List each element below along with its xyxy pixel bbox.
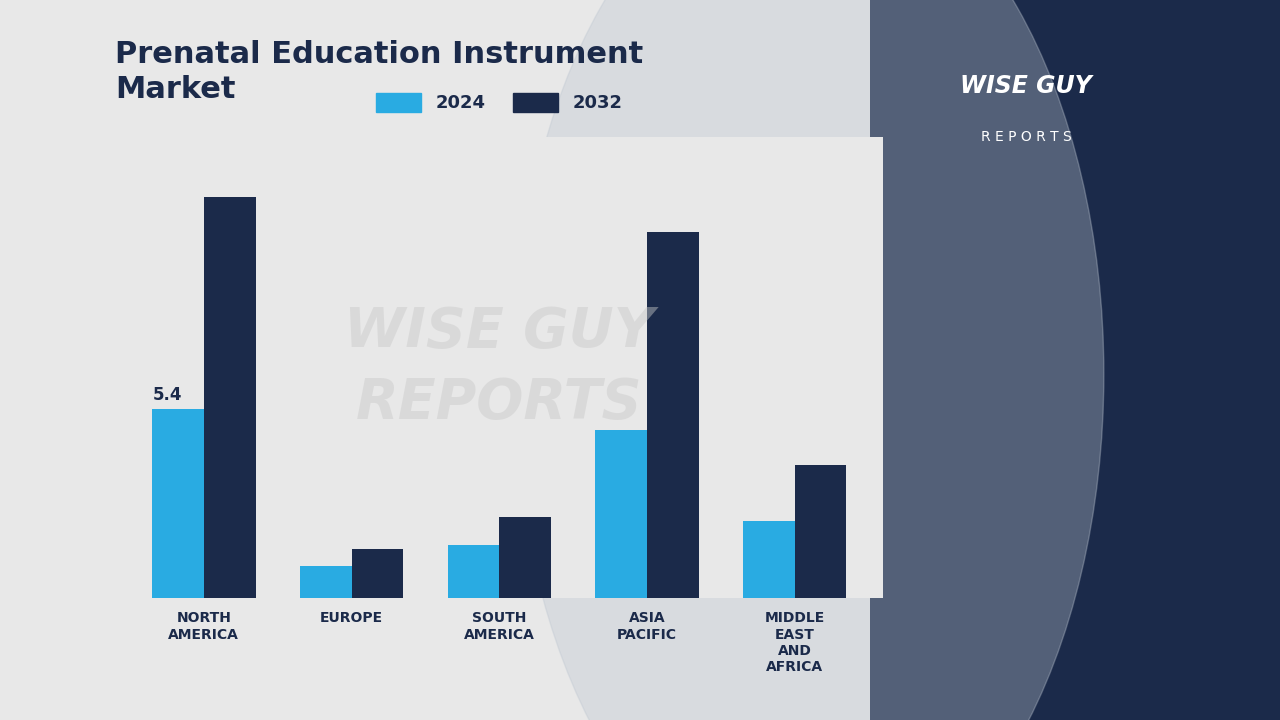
Bar [795, 465, 846, 598]
Bar [595, 431, 646, 598]
Bar [204, 197, 256, 598]
Legend: 2024, 2032: 2024, 2032 [369, 86, 630, 120]
Text: WISE GUY: WISE GUY [960, 74, 1092, 99]
Bar [152, 410, 204, 598]
Circle shape [515, 0, 1103, 720]
Text: Prenatal Education Instrument
Market: Prenatal Education Instrument Market [115, 40, 644, 104]
Bar [448, 545, 499, 598]
Text: WISE GUY
REPORTS: WISE GUY REPORTS [344, 305, 654, 430]
Bar [352, 549, 403, 598]
Text: R E P O R T S: R E P O R T S [980, 130, 1071, 144]
Bar [300, 566, 352, 598]
Text: 5.4: 5.4 [152, 386, 182, 404]
Bar [742, 521, 795, 598]
Bar [499, 518, 550, 598]
Bar [646, 232, 699, 598]
